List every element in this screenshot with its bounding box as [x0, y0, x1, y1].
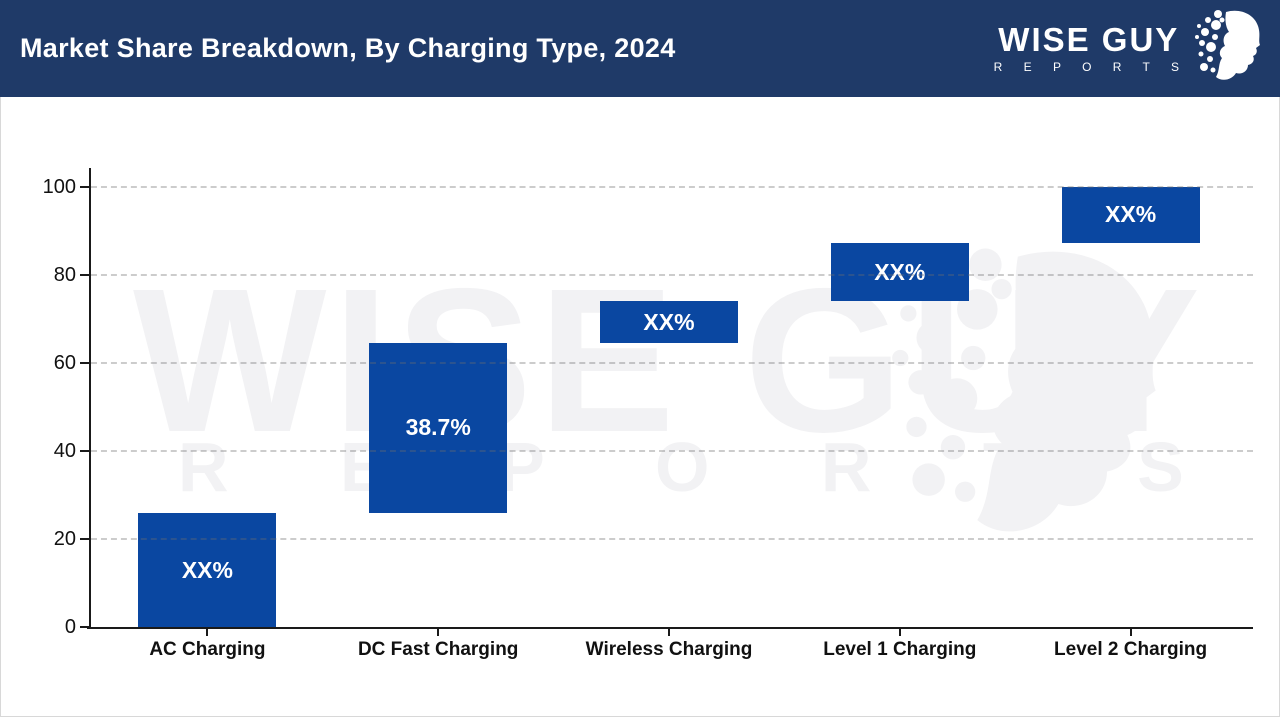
gridline-80	[91, 274, 1253, 276]
gridline-40	[91, 450, 1253, 452]
logo-subtitle: R E P O R T S	[993, 60, 1188, 74]
x-tick-level-1-charging	[898, 629, 901, 636]
y-tick-0	[80, 626, 89, 628]
logo-wordmark: WISE GUY	[998, 21, 1180, 58]
x-axis-label-level-2-charging: Level 2 Charging	[1054, 639, 1208, 660]
gridline-100	[91, 186, 1253, 188]
y-tick-40	[80, 450, 89, 452]
y-tick-60	[80, 362, 89, 364]
y-tick-80	[80, 274, 89, 276]
header-bar: Market Share Breakdown, By Charging Type…	[0, 0, 1280, 97]
y-axis-line	[89, 168, 91, 628]
gridline-60	[91, 362, 1253, 364]
x-axis-label-dc-fast-charging: DC Fast Charging	[357, 639, 519, 660]
y-tick-label-40: 40	[53, 440, 76, 462]
bar-value-label-dc-fast-charging: 38.7%	[405, 414, 471, 441]
bar-value-label-level-1-charging: XX%	[874, 258, 926, 285]
bar-dc-fast-charging: 38.7%	[369, 342, 508, 514]
logo-head-icon	[1192, 6, 1266, 91]
y-tick-label-80: 80	[53, 264, 76, 286]
bar-level-2-charging: XX%	[1061, 187, 1200, 243]
y-tick-100	[80, 186, 89, 188]
x-tick-level-2-charging	[1129, 629, 1132, 636]
x-axis-label-wireless-charging: Wireless Charging	[585, 639, 753, 660]
x-axis-line	[87, 627, 1253, 629]
bar-value-label-wireless-charging: XX%	[643, 308, 695, 335]
wise-guy-logo: WISE GUY R E P O R T S	[990, 6, 1280, 91]
y-tick-label-20: 20	[53, 528, 76, 550]
logo-text: WISE GUY R E P O R T S	[990, 23, 1188, 74]
y-tick-label-100: 100	[42, 176, 76, 198]
x-axis-label-ac-charging: AC Charging	[149, 639, 266, 660]
bar-ac-charging: XX%	[138, 513, 277, 627]
x-axis-label-level-1-charging: Level 1 Charging	[823, 639, 977, 660]
bar-wireless-charging: XX%	[600, 301, 738, 343]
bar-value-label-level-2-charging: XX%	[1105, 201, 1157, 228]
bar-value-label-ac-charging: XX%	[181, 556, 233, 583]
y-tick-20	[80, 538, 89, 540]
y-tick-label-0: 0	[64, 616, 76, 638]
x-tick-wireless-charging	[668, 629, 670, 636]
y-tick-label-60: 60	[53, 352, 76, 374]
page-title: Market Share Breakdown, By Charging Type…	[20, 33, 676, 63]
x-tick-ac-charging	[206, 629, 209, 636]
gridline-20	[91, 538, 1253, 540]
bar-level-1-charging: XX%	[830, 242, 969, 302]
x-tick-dc-fast-charging	[437, 629, 440, 636]
